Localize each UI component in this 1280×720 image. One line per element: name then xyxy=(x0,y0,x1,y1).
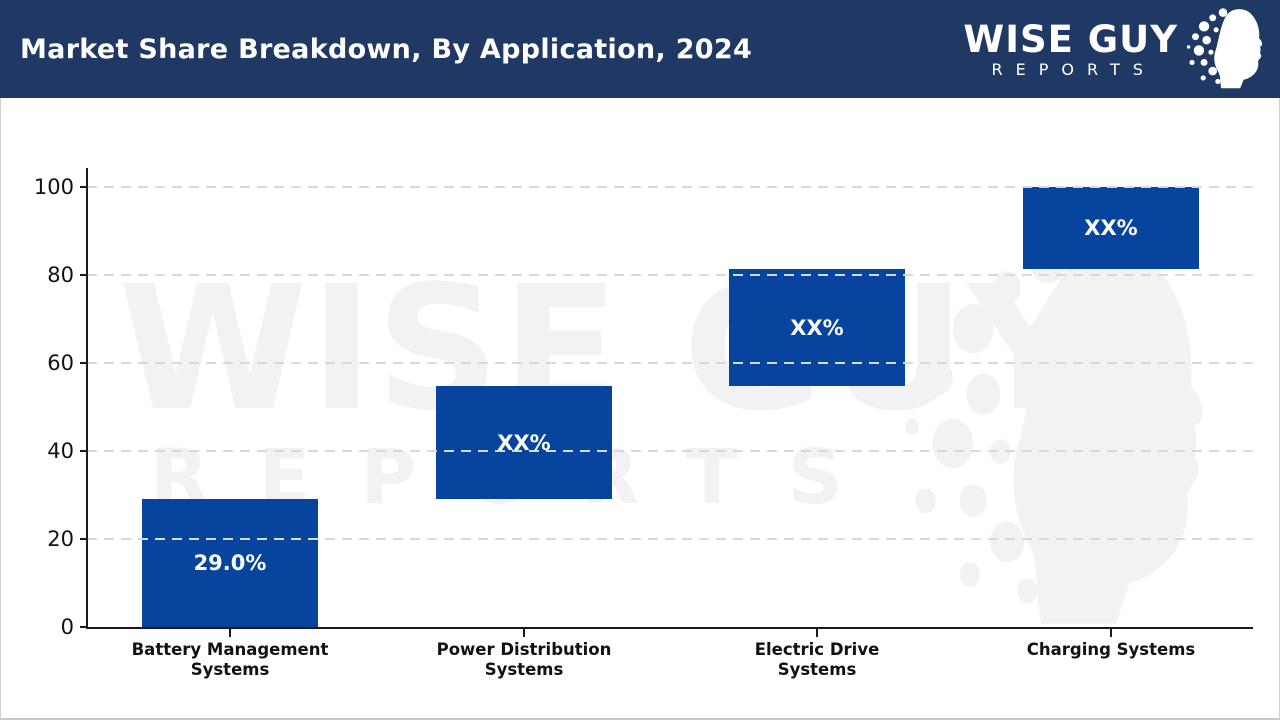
gridline xyxy=(87,450,1253,452)
logo-subtitle: REPORTS xyxy=(991,59,1156,79)
waterfall-bar xyxy=(142,499,318,627)
y-tick-label: 0 xyxy=(60,615,74,639)
y-tick-label: 60 xyxy=(47,351,74,375)
waterfall-bar xyxy=(729,269,905,387)
head-profile-icon xyxy=(1180,3,1266,95)
waterfall-bar xyxy=(436,386,612,500)
x-tick-mark xyxy=(229,629,231,637)
logo-wordmark: WISE GUY xyxy=(963,17,1178,61)
wise-guy-logo: WISE GUY REPORTS xyxy=(963,3,1266,95)
gridline xyxy=(87,274,1253,276)
gridline xyxy=(87,362,1253,364)
x-tick-mark xyxy=(523,629,525,637)
y-tick-label: 100 xyxy=(33,175,74,199)
x-category-label: Charging Systems xyxy=(1026,640,1196,659)
y-tick-mark xyxy=(80,450,87,452)
bar-value-label: XX% xyxy=(497,430,551,455)
x-category-label: Battery Management Systems xyxy=(131,640,329,679)
y-tick-mark xyxy=(80,538,87,540)
y-tick-label: 40 xyxy=(47,439,74,463)
bar-value-label: XX% xyxy=(1084,216,1138,241)
x-category-label: Power Distribution Systems xyxy=(436,640,612,679)
logo-text: WISE GUY REPORTS xyxy=(963,21,1178,78)
bar-value-label: 29.0% xyxy=(193,551,267,576)
gridline xyxy=(87,538,1253,540)
x-category-label: Electric Drive Systems xyxy=(754,640,880,679)
y-tick-label: 20 xyxy=(47,527,74,551)
page-title: Market Share Breakdown, By Application, … xyxy=(20,33,753,65)
x-axis-line xyxy=(86,627,1253,629)
x-tick-mark xyxy=(1110,629,1112,637)
header-bar: Market Share Breakdown, By Application, … xyxy=(0,0,1280,98)
gridline xyxy=(87,186,1253,188)
x-tick-mark xyxy=(816,629,818,637)
y-axis-line xyxy=(86,168,88,629)
y-tick-mark xyxy=(80,186,87,188)
y-tick-label: 80 xyxy=(47,263,74,287)
y-tick-mark xyxy=(80,362,87,364)
y-tick-mark xyxy=(80,274,87,276)
bar-value-label: XX% xyxy=(790,315,844,340)
y-tick-mark xyxy=(80,626,87,628)
